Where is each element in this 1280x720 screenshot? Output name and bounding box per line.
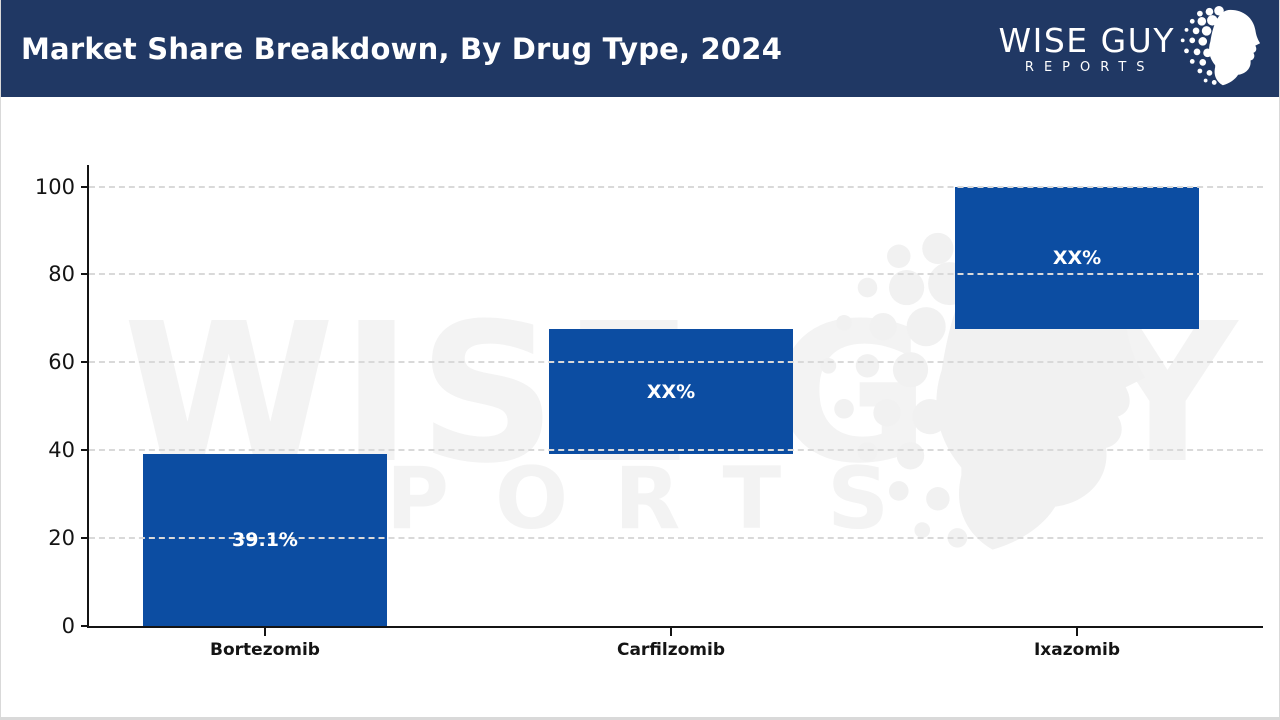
bar-value-label: 39.1% xyxy=(232,529,298,552)
y-axis xyxy=(87,165,89,626)
x-tick xyxy=(670,628,672,636)
logo-text: WISE GUY REPORTS xyxy=(998,24,1175,74)
y-tick-label: 80 xyxy=(48,262,75,287)
y-tick-label: 60 xyxy=(48,350,75,375)
wise-guy-logo: WISE GUY REPORTS xyxy=(998,5,1267,92)
y-tick-label: 20 xyxy=(48,526,75,551)
logo-wordmark: WISE GUY xyxy=(998,20,1175,60)
y-gridline xyxy=(89,537,1263,540)
bar-ixazomib xyxy=(955,186,1199,330)
page-title: Market Share Breakdown, By Drug Type, 20… xyxy=(21,31,783,66)
y-gridline xyxy=(89,449,1263,452)
x-axis-label: Carfilzomib xyxy=(616,640,726,660)
bar-value-label: XX% xyxy=(646,380,696,403)
y-gridline xyxy=(89,185,1263,188)
header-bar: Market Share Breakdown, By Drug Type, 20… xyxy=(1,0,1279,97)
y-tick-label: 40 xyxy=(48,438,75,463)
y-tick xyxy=(81,361,88,364)
y-tick xyxy=(81,449,88,452)
bar-value-label: XX% xyxy=(1052,246,1102,269)
y-tick xyxy=(81,625,88,627)
y-tick xyxy=(81,185,88,188)
x-tick xyxy=(264,628,266,636)
y-gridline xyxy=(89,361,1263,364)
bar-bortezomib xyxy=(143,454,387,626)
bar-carfilzomib xyxy=(549,329,793,455)
bottom-border xyxy=(1,717,1279,720)
x-tick xyxy=(1076,628,1078,636)
x-axis-label: Ixazomib xyxy=(1033,640,1121,660)
y-tick-label: 100 xyxy=(34,174,75,199)
chart-canvas: WISE GUY REPORTS 02040608010039.1%Bortez… xyxy=(1,97,1279,717)
logo-subtitle: REPORTS xyxy=(1024,59,1155,75)
y-tick-label: 0 xyxy=(61,614,75,638)
y-tick xyxy=(81,273,88,276)
y-gridline xyxy=(89,273,1263,276)
y-tick xyxy=(81,537,88,540)
x-axis-label: Bortezomib xyxy=(210,640,320,660)
logo-face-icon xyxy=(1180,5,1261,85)
x-axis xyxy=(87,626,1263,628)
